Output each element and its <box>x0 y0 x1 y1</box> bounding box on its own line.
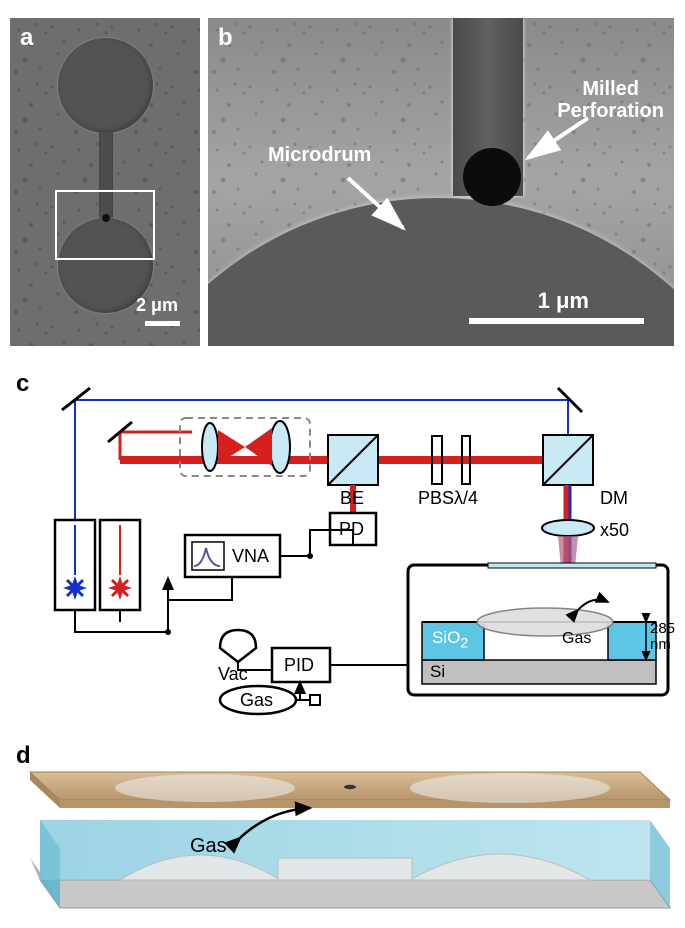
panel-b-perforation-label: Milled Perforation <box>557 78 664 122</box>
panel-a-scalebar-text: 2 μm <box>136 295 178 316</box>
label-gas-supply: Gas <box>240 690 273 711</box>
label-pd: PD <box>339 519 364 540</box>
panel-c-svg <box>10 370 675 720</box>
panel-a-top-drum <box>58 38 153 133</box>
panel-b-label: b <box>218 24 233 52</box>
panel-d-label: d <box>16 742 31 770</box>
label-gas-chamber: Gas <box>562 630 591 648</box>
panel-d-gas-label: Gas <box>190 835 227 858</box>
panel-c-schematic: BE PBSλ/4 DM PD x50 VNA Vac PID Gas SiO2… <box>10 370 675 720</box>
panel-b-sem-image: Microdrum Milled Perforation 1 μm <box>208 18 674 346</box>
panel-d-svg <box>10 740 675 920</box>
label-si: Si <box>430 662 445 682</box>
panel-b-scalebar <box>469 318 644 324</box>
label-sio2: SiO2 <box>432 628 468 651</box>
panel-b-perforation-line2: Perforation <box>557 100 664 122</box>
label-vac: Vac <box>218 664 248 685</box>
panel-b-scalebar-text: 1 μm <box>538 288 589 314</box>
panel-b-perforation <box>463 148 521 206</box>
label-thickness: 285nm <box>650 621 675 653</box>
label-dm: DM <box>600 488 628 509</box>
label-vna: VNA <box>232 546 269 567</box>
panel-c-label: c <box>16 370 29 398</box>
panel-b-microdrum-label: Microdrum <box>268 144 371 166</box>
panel-a-scalebar <box>145 321 180 326</box>
panel-a-sem-image: 2 μm <box>10 18 200 346</box>
panel-a-label: a <box>20 24 33 52</box>
label-be: BE <box>340 488 364 509</box>
panel-a-zoom-rect <box>55 190 155 260</box>
panel-b-perforation-line1: Milled <box>557 78 664 100</box>
panel-d-render: Gas <box>10 740 675 918</box>
label-x50: x50 <box>600 520 629 541</box>
label-pid: PID <box>284 655 314 676</box>
label-pbs: PBSλ/4 <box>418 488 478 509</box>
